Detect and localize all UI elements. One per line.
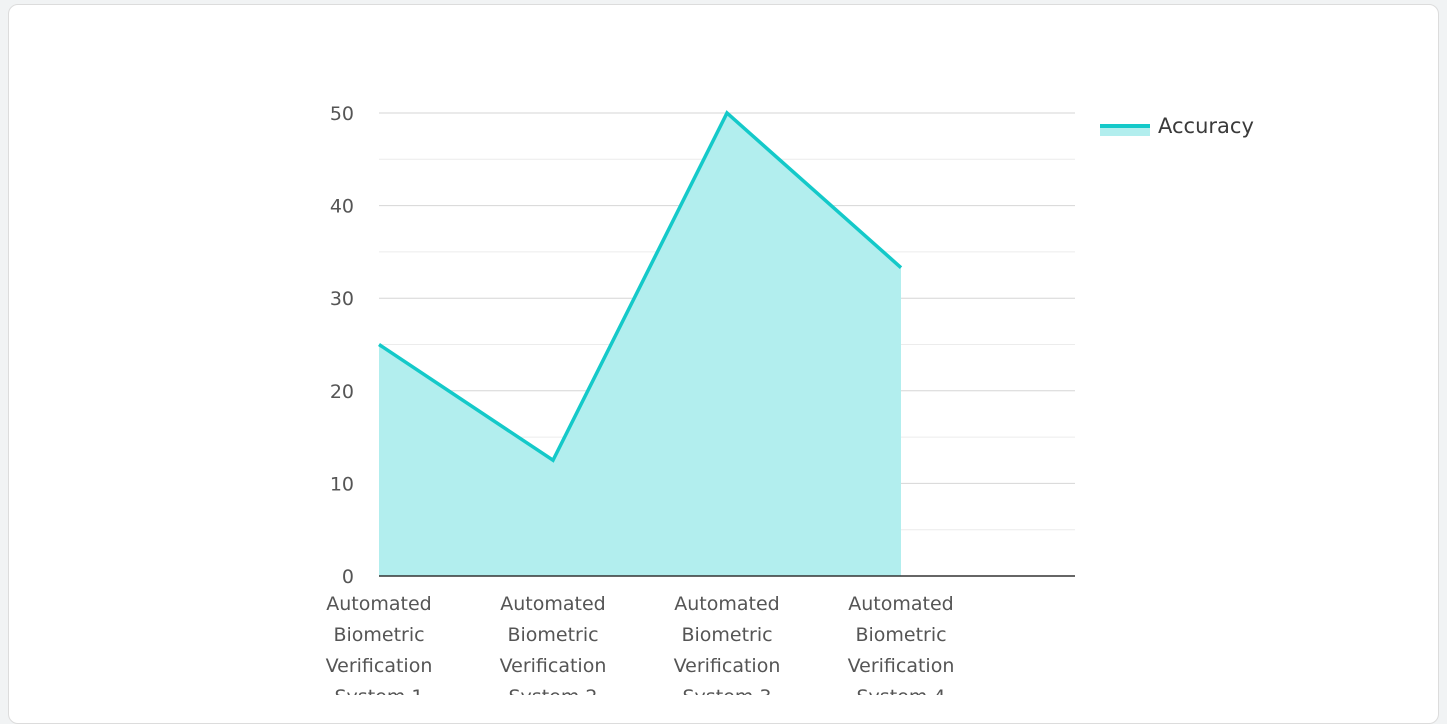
- accuracy-area: [379, 113, 901, 576]
- x-tick-label: AutomatedBiometricVerificationSystem 1: [326, 593, 433, 695]
- accuracy-line: [378, 110, 903, 463]
- y-tick-label: 50: [330, 103, 354, 125]
- area-chart: 0 10 20 30 40 50 Automated Biometric Verificati…: [326, 103, 1254, 695]
- x-tick-label: AutomatedBiometricVerificationSystem 2: [500, 593, 607, 695]
- x-tick-label: AutomatedBiometricVerificationSystem 3: [674, 593, 781, 695]
- y-tick-label: 10: [330, 473, 354, 495]
- x-axis-ticks: AutomatedBiometricVerificationSystem 1 Au…: [326, 593, 955, 695]
- x-tick-label: AutomatedBiometricVerificationSystem 4: [848, 593, 955, 695]
- y-tick-label: 40: [330, 196, 354, 218]
- y-tick-label: 30: [330, 288, 354, 310]
- y-tick-label: 0: [342, 566, 354, 588]
- legend[interactable]: Accuracy: [1100, 114, 1254, 138]
- y-axis-ticks: 0 10 20 30 40 50: [330, 103, 354, 588]
- y-tick-label: 20: [330, 381, 354, 403]
- legend-label: Accuracy: [1158, 114, 1254, 138]
